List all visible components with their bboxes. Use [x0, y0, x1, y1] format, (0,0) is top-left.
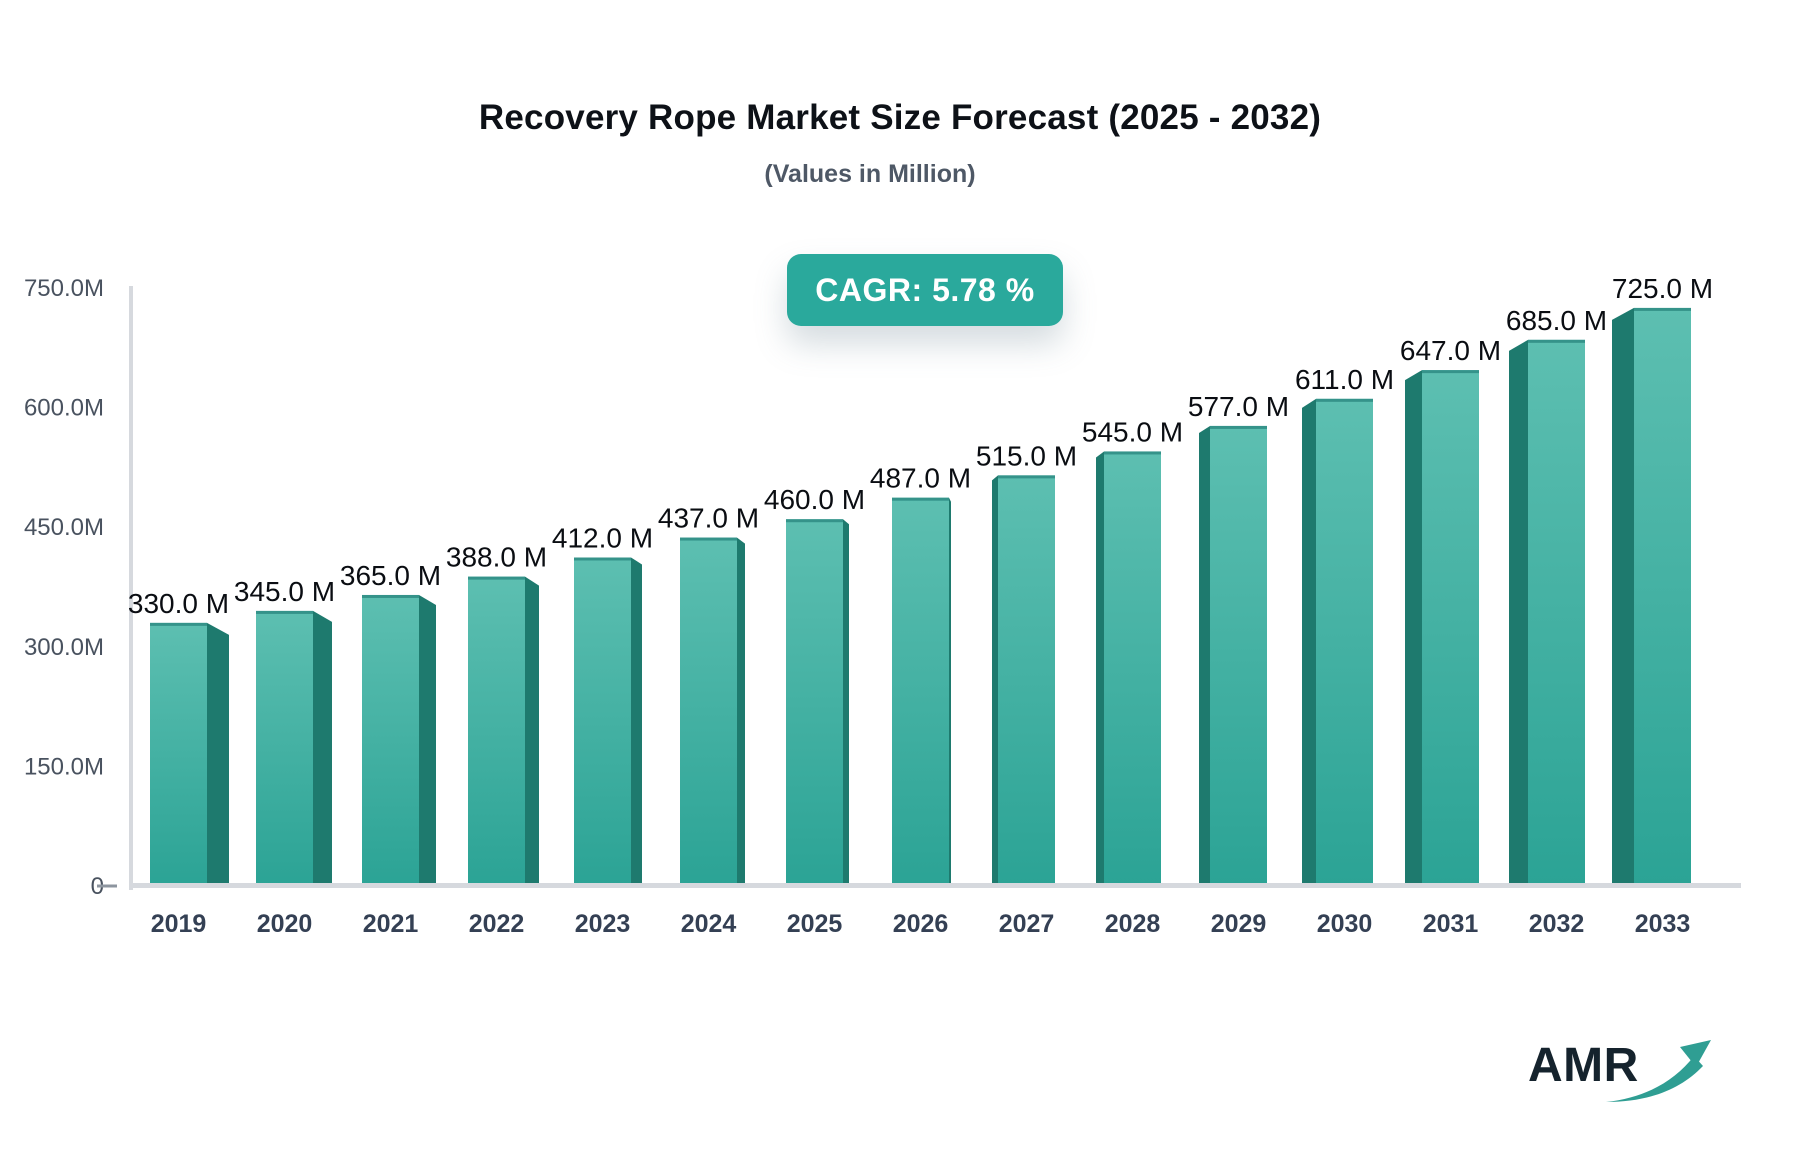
x-tick-label: 2019	[151, 910, 207, 938]
bar-side	[631, 557, 642, 886]
bar-side	[949, 497, 951, 886]
bar-side	[1096, 451, 1104, 886]
x-tick-label: 2024	[681, 910, 737, 938]
bar-front	[680, 537, 737, 886]
bar-value-label: 685.0 M	[1506, 305, 1607, 336]
x-tick-label: 2030	[1317, 910, 1373, 938]
x-tick-label: 2025	[787, 910, 843, 938]
bar-top-edge	[1316, 398, 1373, 402]
cagr-badge: CAGR: 5.78 %	[787, 254, 1063, 326]
bar-side	[992, 475, 998, 886]
x-tick-label: 2032	[1529, 910, 1585, 938]
bar-value-label: 545.0 M	[1082, 416, 1183, 447]
chart-subtitle: (Values in Million)	[764, 160, 976, 188]
bar-front	[1528, 339, 1585, 886]
cagr-badge-label: CAGR: 5.78 %	[815, 271, 1035, 308]
bar-front	[362, 594, 419, 886]
bar-top-edge	[1634, 307, 1691, 311]
bar-side	[313, 610, 332, 886]
bar-front	[1210, 425, 1267, 886]
bar-front	[574, 557, 631, 886]
bar-side	[843, 519, 849, 886]
x-tick-label: 2020	[257, 910, 313, 938]
y-tick-label: 750.0M	[24, 275, 104, 302]
amr-logo-text: AMR	[1528, 1039, 1639, 1092]
bar-top-edge	[1528, 339, 1585, 343]
bar-side	[1612, 307, 1634, 886]
x-tick-label: 2031	[1423, 910, 1479, 938]
bar-value-label: 388.0 M	[446, 542, 547, 573]
bar-value-label: 611.0 M	[1295, 364, 1394, 395]
x-tick-label: 2029	[1211, 910, 1267, 938]
bar-front	[468, 576, 525, 886]
bar-front	[892, 497, 949, 886]
bar-front	[1422, 370, 1479, 886]
y-axis-line	[129, 286, 133, 890]
bar-front	[1316, 398, 1373, 886]
bar-value-label: 460.0 M	[764, 484, 865, 515]
bar-top-edge	[468, 576, 525, 580]
x-axis-baseline	[129, 883, 1741, 888]
bar-top-edge	[1104, 451, 1161, 455]
bar-top-edge	[680, 537, 737, 541]
bar-side	[1405, 370, 1422, 886]
bar-value-label: 437.0 M	[658, 503, 759, 534]
y-tick-label: 300.0M	[24, 634, 104, 661]
arrow-head	[1680, 1040, 1711, 1067]
bar-side	[1509, 339, 1528, 886]
bar-value-label: 365.0 M	[340, 560, 441, 591]
x-tick-label: 2033	[1635, 910, 1691, 938]
bar-value-label: 515.0 M	[976, 440, 1077, 471]
y-tick-label: 450.0M	[24, 514, 104, 541]
bar-front	[1104, 451, 1161, 886]
bar-front	[786, 519, 843, 886]
bar-front	[150, 622, 207, 886]
arrow-swoosh	[1606, 1056, 1703, 1102]
bar-side	[419, 594, 436, 886]
bar-top-edge	[892, 497, 949, 501]
bar-front	[256, 610, 313, 886]
bar-top-edge	[1422, 370, 1479, 374]
bar-side	[207, 622, 229, 886]
amr-logo: AMR	[1528, 1038, 1718, 1118]
x-tick-label: 2027	[999, 910, 1055, 938]
bar-side	[525, 576, 539, 886]
bar-top-edge	[256, 610, 313, 614]
bar-side	[1199, 425, 1210, 886]
y-tick-label: 150.0M	[24, 753, 104, 780]
bar-top-edge	[998, 475, 1055, 479]
bar-top-edge	[1210, 425, 1267, 429]
x-tick-label: 2022	[469, 910, 525, 938]
y-tick-label: 600.0M	[24, 395, 104, 422]
bar-value-label: 412.0 M	[552, 522, 653, 553]
x-tick-label: 2023	[575, 910, 631, 938]
bar-value-label: 487.0 M	[870, 463, 971, 494]
bar-value-label: 577.0 M	[1188, 391, 1289, 422]
bar-side	[737, 537, 745, 886]
growth-arrow-icon	[1606, 1040, 1711, 1102]
bar-value-label: 725.0 M	[1612, 273, 1713, 304]
bar-front	[1634, 307, 1691, 886]
x-tick-label: 2028	[1105, 910, 1161, 938]
bar-value-label: 345.0 M	[234, 576, 335, 607]
bar-value-label: 330.0 M	[128, 588, 229, 619]
bar-top-edge	[362, 594, 419, 598]
chart-title: Recovery Rope Market Size Forecast (2025…	[478, 98, 1322, 137]
bar-top-edge	[574, 557, 631, 561]
x-tick-label: 2021	[363, 910, 419, 938]
x-tick-label: 2026	[893, 910, 949, 938]
bar-value-label: 647.0 M	[1400, 335, 1501, 366]
bar-side	[1302, 398, 1316, 886]
bar-front	[998, 475, 1055, 886]
bar-top-edge	[150, 622, 207, 626]
bar-top-edge	[786, 519, 843, 523]
